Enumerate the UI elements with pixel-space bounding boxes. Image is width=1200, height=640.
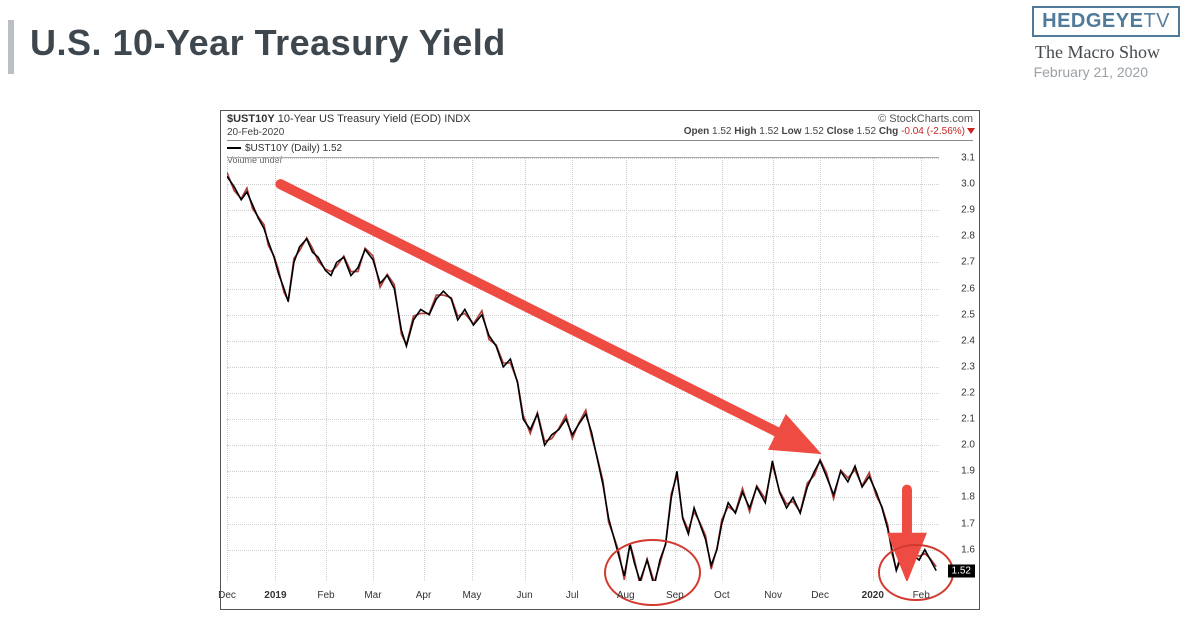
y-axis-label: 2.8 xyxy=(945,231,975,242)
y-axis-label: 2.6 xyxy=(945,283,975,294)
chart-svg xyxy=(227,158,939,581)
logo-text: HEDGEYE xyxy=(1042,10,1143,32)
x-axis-label: May xyxy=(462,590,481,601)
ohlc-open: 1.52 xyxy=(712,126,731,137)
down-triangle-icon xyxy=(967,128,975,134)
logo-suffix: TV xyxy=(1143,10,1170,32)
y-axis-label: 1.7 xyxy=(945,518,975,529)
legend-label: $UST10Y (Daily) 1.52 xyxy=(245,143,342,154)
hedgeye-logo: HEDGEYETV xyxy=(1032,6,1180,37)
chart-plot-area: 3.13.02.92.82.72.62.52.42.32.22.12.01.91… xyxy=(227,157,939,581)
show-date: February 21, 2020 xyxy=(1034,64,1148,80)
y-axis-label: 2.1 xyxy=(945,414,975,425)
chart-asof: 20-Feb-2020 xyxy=(227,127,284,138)
show-name: The Macro Show xyxy=(1035,42,1160,63)
x-axis-label: Sep xyxy=(666,590,684,601)
y-axis-label: 2.7 xyxy=(945,257,975,268)
price-line xyxy=(227,176,936,581)
y-axis-label: 3.0 xyxy=(945,179,975,190)
x-axis-label: Jul xyxy=(566,590,579,601)
y-axis-label: 2.0 xyxy=(945,440,975,451)
ohlc-close: 1.52 xyxy=(857,126,876,137)
ohlc-chg: -0.04 xyxy=(901,126,924,137)
x-axis-label: Apr xyxy=(416,590,432,601)
y-axis-label: 2.2 xyxy=(945,388,975,399)
x-axis-label: Aug xyxy=(617,590,635,601)
y-axis-label: 2.5 xyxy=(945,309,975,320)
x-axis-label: Mar xyxy=(364,590,381,601)
price-line-past xyxy=(227,172,936,581)
ohlc-high: 1.52 xyxy=(759,126,778,137)
x-axis-label: Dec xyxy=(811,590,829,601)
trend-arrow xyxy=(280,184,803,445)
chart-container: $UST10Y 10-Year US Treasury Yield (EOD) … xyxy=(220,110,980,610)
y-axis-label: 1.8 xyxy=(945,492,975,503)
slide: U.S. 10-Year Treasury Yield HEDGEYETV Th… xyxy=(0,0,1200,640)
x-axis-label: Feb xyxy=(913,590,930,601)
y-axis-label: 1.9 xyxy=(945,466,975,477)
title-accent-bar xyxy=(8,20,14,74)
chart-legend: $UST10Y (Daily) 1.52 xyxy=(227,143,342,154)
x-axis-label: Dec xyxy=(218,590,236,601)
x-axis-label: 2019 xyxy=(264,590,286,601)
ohlc-chg-pct: (-2.56%) xyxy=(927,126,965,137)
y-axis-label: 2.4 xyxy=(945,335,975,346)
x-axis-label: Feb xyxy=(317,590,334,601)
y-axis-label: 2.3 xyxy=(945,361,975,372)
x-axis-label: 2020 xyxy=(862,590,884,601)
last-price-tag: 1.52 xyxy=(948,564,975,577)
chart-symbol-desc: 10-Year US Treasury Yield (EOD) INDX xyxy=(278,113,471,125)
legend-line-icon xyxy=(227,147,241,149)
x-axis-label: Nov xyxy=(764,590,782,601)
chart-source: © StockCharts.com xyxy=(878,113,973,125)
x-axis-label: Jun xyxy=(517,590,533,601)
y-axis-label: 2.9 xyxy=(945,205,975,216)
chart-header-row-1: $UST10Y 10-Year US Treasury Yield (EOD) … xyxy=(227,113,973,125)
y-axis-label: 1.6 xyxy=(945,544,975,555)
y-axis-label: 3.1 xyxy=(945,153,975,164)
chart-symbol: $UST10Y xyxy=(227,113,275,125)
chart-ohlc: Open 1.52 High 1.52 Low 1.52 Close 1.52 … xyxy=(684,126,975,137)
page-title: U.S. 10-Year Treasury Yield xyxy=(30,22,506,64)
x-axis-label: Oct xyxy=(714,590,730,601)
ohlc-low: 1.52 xyxy=(804,126,823,137)
